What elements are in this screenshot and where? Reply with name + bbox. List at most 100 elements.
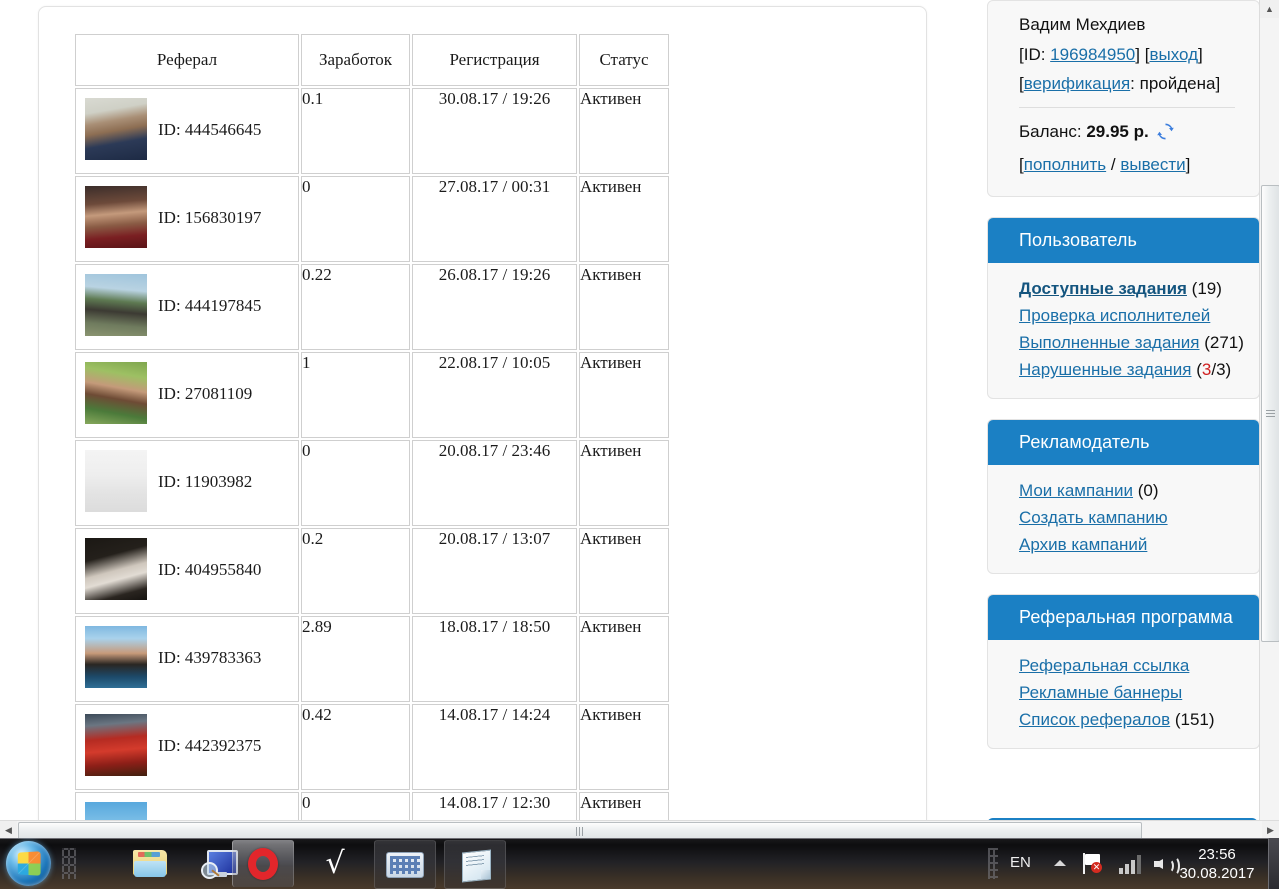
verify-open: [ [1019, 74, 1024, 94]
sidebar-link[interactable]: Реферальная ссылка [1019, 656, 1190, 676]
network-signal-icon[interactable] [1119, 854, 1141, 874]
cell-referral: ID: 439783363 [75, 616, 299, 702]
account-id-label: [ID: [1019, 44, 1051, 64]
topup-close: ] [1185, 154, 1191, 174]
account-id-link[interactable]: 196984950 [1050, 44, 1136, 64]
avatar [85, 362, 147, 424]
panel-body: Доступные задания (19) Проверка исполните… [988, 263, 1259, 398]
logout-close: ] [1198, 44, 1203, 64]
cell-registration: 22.08.17 / 10:05 [412, 352, 577, 438]
avatar [85, 538, 147, 600]
avatar [85, 186, 147, 248]
sidebar-link[interactable]: Выполненные задания [1019, 333, 1200, 353]
cell-referral: ID: 404955840 [75, 528, 299, 614]
cell-status: Активен [579, 440, 669, 526]
taskbar-grip-icon[interactable] [62, 848, 76, 879]
sidebar-item: Список рефералов (151) [1019, 710, 1259, 730]
tray-grip-icon[interactable] [988, 848, 998, 879]
account-divider [1019, 106, 1235, 108]
cell-registration: 20.08.17 / 23:46 [412, 440, 577, 526]
referral-id: ID: 156830197 [158, 208, 262, 227]
show-hidden-icons-icon[interactable] [1054, 860, 1066, 866]
action-separator: / [1106, 154, 1121, 174]
sidebar-link[interactable]: Список рефералов [1019, 710, 1171, 730]
verification-line: [верификация: пройдена] [1019, 72, 1259, 97]
horizontal-scroll-thumb[interactable] [18, 822, 1142, 838]
refresh-icon[interactable] [1156, 123, 1174, 148]
sidebar-item: Проверка исполнителей [1019, 306, 1259, 326]
sidebar-item: Мои кампании (0) [1019, 481, 1259, 501]
volume-icon[interactable] [1154, 854, 1180, 876]
balance-line: Баланс: 29.95 р. [1019, 120, 1259, 148]
sidebar-link[interactable]: Доступные задания [1019, 279, 1187, 299]
cell-referral: ID: 11903982 [75, 440, 299, 526]
sidebar-item: Нарушенные задания (3/3) [1019, 360, 1259, 380]
action-center-flag-icon[interactable]: ✕ [1083, 853, 1102, 874]
cell-earnings: 0.1 [301, 88, 410, 174]
column-header-earnings: Заработок [301, 34, 410, 86]
sidebar: Вадим Мехдиев [ID: 196984950] [выход] [в… [987, 0, 1260, 769]
cell-status: Активен [579, 88, 669, 174]
topup-open: [ [1019, 154, 1024, 174]
sidebar-link[interactable]: Рекламные баннеры [1019, 683, 1183, 703]
column-header-referral: Реферал [75, 34, 299, 86]
item-count: (0) [1133, 481, 1159, 501]
clock[interactable]: 23:56 30.08.2017 [1167, 845, 1267, 883]
taskbar-button-opera[interactable] [232, 840, 294, 887]
column-header-registration: Регистрация [412, 34, 577, 86]
referral-id: ID: 444197845 [158, 296, 262, 315]
language-indicator[interactable]: EN [1010, 854, 1031, 871]
logout-open: [ [1144, 44, 1150, 64]
sidebar-panel: Реферальная программа Реферальная ссылка Р… [987, 594, 1260, 750]
taskbar-button-osk[interactable] [374, 840, 436, 889]
taskbar-button-notepad[interactable] [444, 840, 506, 889]
cell-registration: 18.08.17 / 18:50 [412, 616, 577, 702]
verification-status: : пройдена] [1130, 74, 1221, 94]
topup-link[interactable]: пополнить [1023, 154, 1107, 174]
scroll-left-arrow[interactable]: ◀ [0, 821, 17, 838]
sidebar-item: Рекламные баннеры [1019, 683, 1259, 703]
scroll-up-arrow[interactable]: ▲ [1260, 0, 1279, 18]
cell-status: Активен [579, 616, 669, 702]
show-desktop-button[interactable] [1268, 838, 1279, 889]
referral-id: ID: 439783363 [158, 648, 262, 667]
withdraw-link[interactable]: вывести [1120, 154, 1186, 174]
vertical-scroll-thumb[interactable] [1261, 185, 1279, 642]
horizontal-scrollbar[interactable]: ◀ ▶ [0, 820, 1279, 838]
item-count: (19) [1186, 279, 1222, 299]
item-count: (271) [1199, 333, 1244, 353]
cell-referral: ID: 444546645 [75, 88, 299, 174]
table-row: ID: 444197845 0.22 26.08.17 / 19:26 Активен [75, 264, 669, 350]
taskbar-button-radical[interactable]: √ [305, 840, 365, 887]
verification-link[interactable]: верификация [1023, 74, 1131, 94]
sidebar-link[interactable]: Мои кампании [1019, 481, 1134, 501]
panel-title: Рекламодатель [988, 420, 1259, 466]
vertical-scrollbar[interactable]: ▲ ▼ [1259, 0, 1279, 838]
monitor-search-icon [201, 849, 238, 879]
radical-icon: √ [325, 845, 345, 881]
sidebar-panel: Рекламодатель Мои кампании (0) Создать кам… [987, 419, 1260, 575]
cell-referral: ID: 27081109 [75, 352, 299, 438]
start-button-icon[interactable] [6, 841, 51, 886]
sidebar-link[interactable]: Нарушенные задания [1019, 360, 1192, 380]
clock-time: 23:56 [1198, 846, 1236, 863]
account-name: Вадим Мехдиев [1019, 15, 1146, 34]
count-post: /3) [1211, 360, 1232, 380]
cell-earnings: 0.2 [301, 528, 410, 614]
table-row: ID: 156830197 0 27.08.17 / 00:31 Активен [75, 176, 669, 262]
column-header-status: Статус [579, 34, 669, 86]
browser-viewport: Реферал Заработок Регистрация Статус ID:… [0, 0, 1279, 838]
taskbar-button-explorer[interactable] [120, 840, 180, 887]
logout-link[interactable]: выход [1149, 44, 1199, 64]
count-red-value: 3 [1201, 360, 1212, 380]
clock-date: 30.08.2017 [1179, 865, 1255, 882]
item-count: (151) [1170, 710, 1215, 730]
sidebar-link[interactable]: Создать кампанию [1019, 508, 1168, 528]
sidebar-link[interactable]: Проверка исполнителей [1019, 306, 1211, 326]
cell-status: Активен [579, 176, 669, 262]
cell-registration: 30.08.17 / 19:26 [412, 88, 577, 174]
referrals-table: Реферал Заработок Регистрация Статус ID:… [73, 32, 671, 838]
scroll-right-arrow[interactable]: ▶ [1262, 821, 1279, 838]
content-panel: Реферал Заработок Регистрация Статус ID:… [38, 6, 927, 838]
sidebar-link[interactable]: Архив кампаний [1019, 535, 1148, 555]
